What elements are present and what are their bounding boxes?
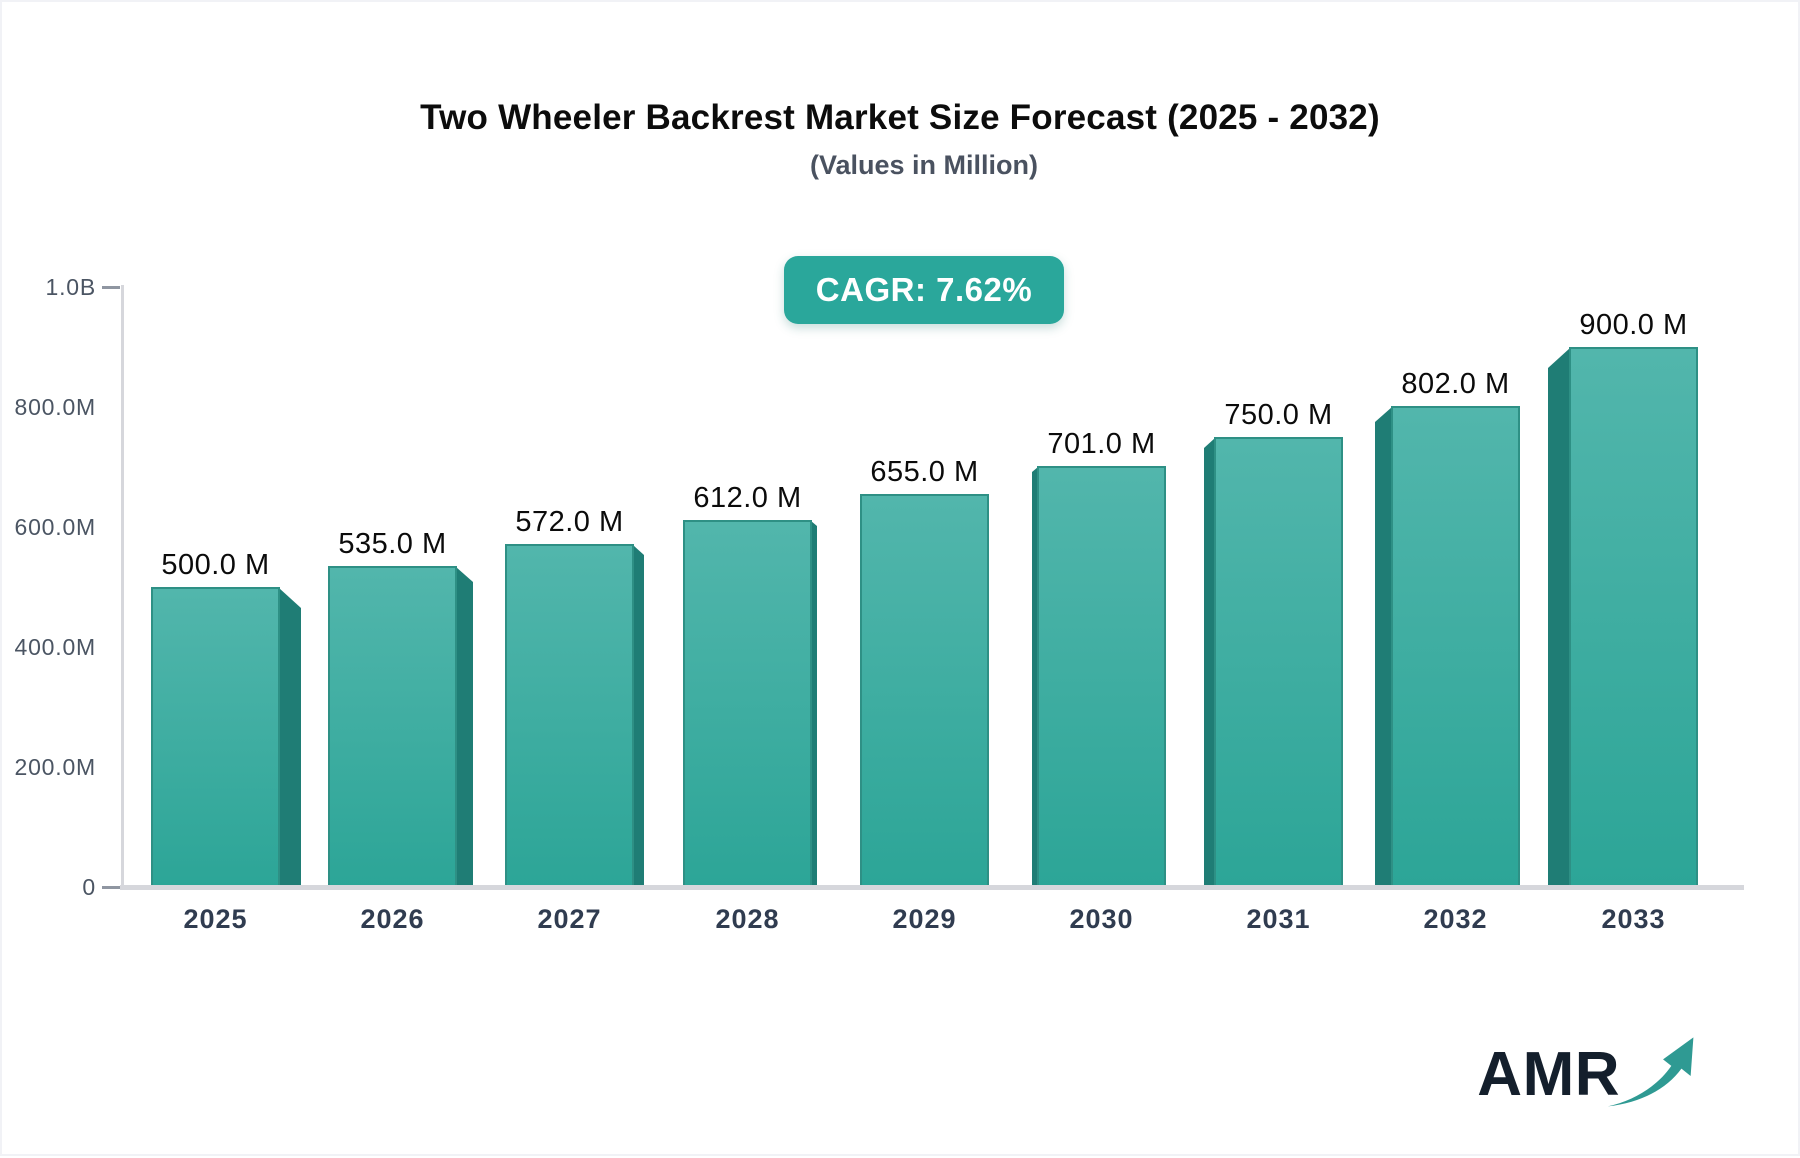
y-axis-label: 0 (82, 874, 96, 900)
bar-value-label: 802.0 M (1401, 368, 1510, 400)
bar-side-2031 (1204, 438, 1215, 888)
cagr-badge-wrap: CAGR: 7.62% (50, 256, 1798, 324)
bar-2025 (151, 587, 280, 889)
bar-side-2025 (279, 588, 301, 888)
x-axis-label: 2030 (1069, 904, 1134, 934)
y-axis-tick (102, 286, 120, 289)
y-axis-label: 1.0B (45, 274, 96, 300)
x-axis-label: 2032 (1423, 904, 1488, 934)
bar-value-label: 535.0 M (338, 528, 447, 560)
y-axis-label: 600.0M (14, 514, 96, 540)
bar-value-label: 750.0 M (1224, 399, 1333, 431)
bar-2029 (860, 494, 989, 889)
bar-side-2027 (633, 545, 644, 888)
y-axis-tick (102, 886, 120, 889)
bar-value-label: 500.0 M (161, 549, 270, 581)
bar-2033 (1569, 347, 1698, 889)
bar-2027 (505, 544, 634, 889)
bar-side-2032 (1375, 407, 1392, 888)
bar-value-label: 655.0 M (870, 456, 979, 488)
amr-logo: AMR (1477, 1030, 1698, 1109)
y-axis-label: 800.0M (14, 394, 96, 420)
growth-arrow-icon (1607, 1037, 1694, 1107)
x-axis-label: 2026 (360, 904, 425, 934)
x-axis-label: 2025 (183, 904, 248, 934)
bar-value-label: 900.0 M (1579, 309, 1688, 341)
chart-subtitle: (Values in Million) (809, 150, 1039, 180)
bar-2032 (1391, 406, 1520, 889)
bar-value-label: 612.0 M (693, 482, 802, 514)
x-axis-label: 2033 (1601, 904, 1666, 934)
amr-logo-text: AMR (1477, 1040, 1620, 1109)
y-axis-label: 400.0M (14, 634, 96, 660)
bar-2028 (683, 520, 812, 889)
bar-value-label: 701.0 M (1047, 428, 1156, 460)
bar-side-2033 (1548, 348, 1570, 888)
y-axis-line (121, 285, 124, 888)
bar-2030 (1037, 466, 1166, 889)
bar-value-label: 572.0 M (515, 506, 624, 538)
bar-2031 (1214, 437, 1343, 889)
cagr-badge: CAGR: 7.62% (783, 256, 1065, 324)
chart-title: Two Wheeler Backrest Market Size Forecas… (420, 98, 1380, 137)
y-axis-label: 200.0M (14, 754, 96, 780)
x-axis-label: 2031 (1246, 904, 1311, 934)
x-axis-label: 2027 (537, 904, 602, 934)
x-axis-baseline (120, 885, 1744, 890)
bar-2026 (328, 566, 457, 889)
x-axis-label: 2029 (892, 904, 957, 934)
x-axis-label: 2028 (715, 904, 780, 934)
bar-side-2030 (1032, 467, 1038, 888)
bar-side-2028 (811, 521, 817, 888)
bar-side-2026 (456, 567, 473, 888)
